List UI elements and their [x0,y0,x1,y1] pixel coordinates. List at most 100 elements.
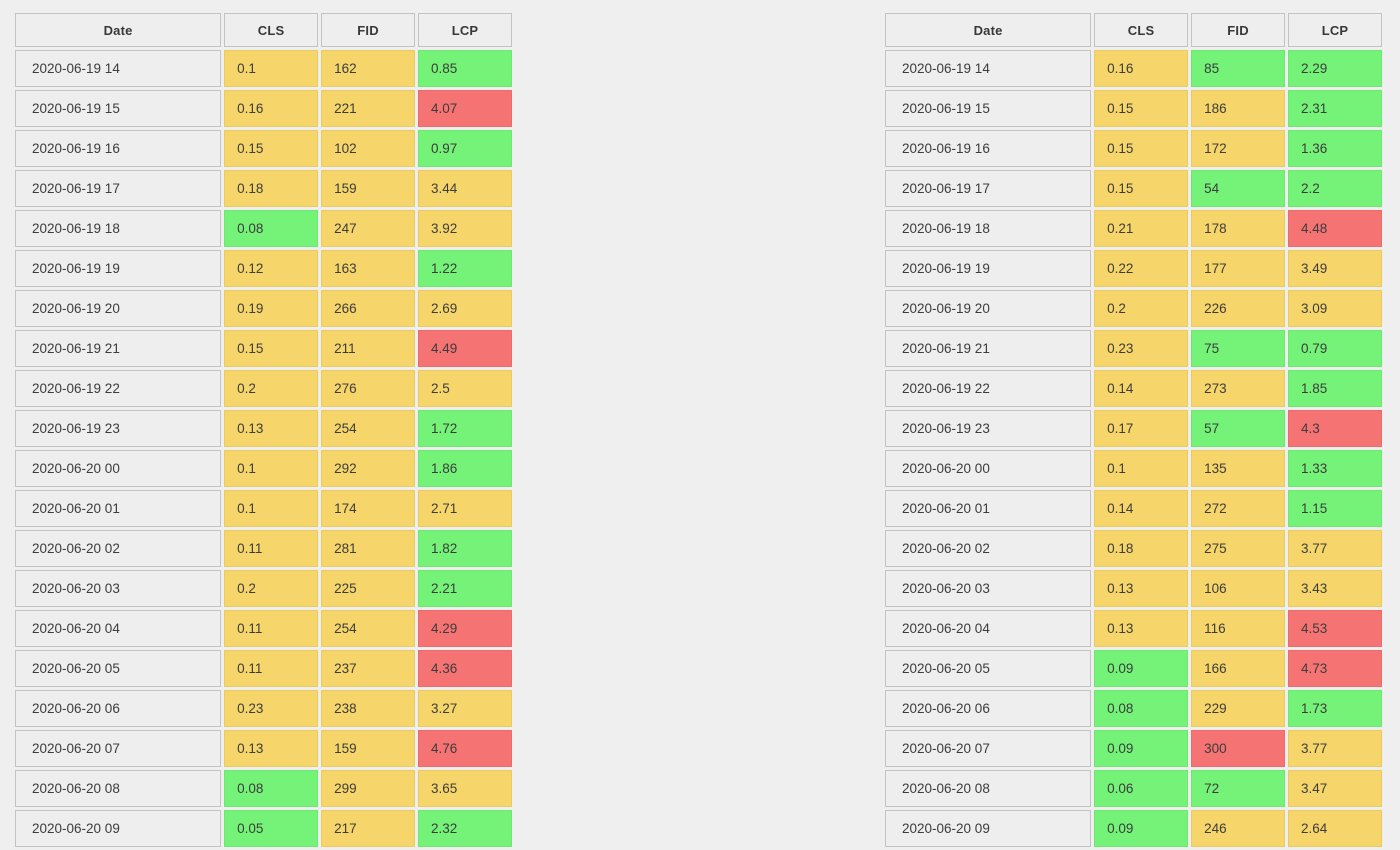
column-header-lcp: LCP [1288,13,1382,47]
cls-value-cell: 0.11 [224,650,319,687]
table-row: 2020-06-19 14 0.1 162 0.85 [15,50,512,87]
cls-value-cell: 0.18 [224,170,319,207]
date-cell: 2020-06-20 02 [15,530,222,567]
date-cell: 2020-06-19 20 [885,290,1092,327]
lcp-value-cell: 4.73 [1288,650,1382,687]
column-header-date: Date [15,13,222,47]
lcp-value-cell: 0.85 [418,50,512,87]
fid-value-cell: 57 [1191,410,1286,447]
fid-value-cell: 226 [1191,290,1286,327]
cls-value-cell: 0.21 [1094,210,1189,247]
fid-value-cell: 72 [1191,770,1286,807]
lcp-value-cell: 1.33 [1288,450,1382,487]
web-vitals-table-left: Date CLS FID LCP 2020-06-19 14 0.1 162 0.85 202… [12,10,515,850]
table-row: 2020-06-19 15 0.16 221 4.07 [15,90,512,127]
table-row: 2020-06-20 07 0.09 300 3.77 [885,730,1382,767]
date-cell: 2020-06-19 23 [15,410,222,447]
table-row: 2020-06-19 14 0.16 85 2.29 [885,50,1382,87]
table-header: Date CLS FID LCP [885,13,1382,47]
fid-value-cell: 299 [321,770,416,807]
fid-value-cell: 292 [321,450,416,487]
table-row: 2020-06-20 06 0.08 229 1.73 [885,690,1382,727]
cls-value-cell: 0.09 [1094,650,1189,687]
table-row: 2020-06-19 16 0.15 102 0.97 [15,130,512,167]
date-cell: 2020-06-19 21 [15,330,222,367]
header-row: Date CLS FID LCP [885,13,1382,47]
date-cell: 2020-06-20 05 [885,650,1092,687]
table-row: 2020-06-19 21 0.15 211 4.49 [15,330,512,367]
cls-value-cell: 0.18 [1094,530,1189,567]
date-cell: 2020-06-19 18 [15,210,222,247]
fid-value-cell: 186 [1191,90,1286,127]
date-cell: 2020-06-19 19 [885,250,1092,287]
lcp-value-cell: 2.29 [1288,50,1382,87]
date-cell: 2020-06-19 18 [885,210,1092,247]
cls-value-cell: 0.08 [224,770,319,807]
cls-value-cell: 0.15 [224,330,319,367]
cls-value-cell: 0.1 [1094,450,1189,487]
fid-value-cell: 273 [1191,370,1286,407]
date-cell: 2020-06-20 06 [885,690,1092,727]
cls-value-cell: 0.19 [224,290,319,327]
table-row: 2020-06-20 05 0.09 166 4.73 [885,650,1382,687]
table-row: 2020-06-19 18 0.08 247 3.92 [15,210,512,247]
table-row: 2020-06-20 03 0.13 106 3.43 [885,570,1382,607]
fid-value-cell: 174 [321,490,416,527]
lcp-value-cell: 3.65 [418,770,512,807]
date-cell: 2020-06-19 14 [885,50,1092,87]
date-cell: 2020-06-19 17 [885,170,1092,207]
lcp-value-cell: 0.97 [418,130,512,167]
column-header-lcp: LCP [418,13,512,47]
table-row: 2020-06-20 07 0.13 159 4.76 [15,730,512,767]
cls-value-cell: 0.23 [1094,330,1189,367]
table-row: 2020-06-20 09 0.05 217 2.32 [15,810,512,847]
table-body: 2020-06-19 14 0.1 162 0.85 2020-06-19 15 0.16… [15,50,512,847]
fid-value-cell: 163 [321,250,416,287]
lcp-value-cell: 3.09 [1288,290,1382,327]
lcp-value-cell: 2.31 [1288,90,1382,127]
table-row: 2020-06-20 08 0.06 72 3.47 [885,770,1382,807]
table-row: 2020-06-19 23 0.17 57 4.3 [885,410,1382,447]
fid-value-cell: 211 [321,330,416,367]
date-cell: 2020-06-20 05 [15,650,222,687]
lcp-value-cell: 1.72 [418,410,512,447]
fid-value-cell: 166 [1191,650,1286,687]
table-row: 2020-06-20 09 0.09 246 2.64 [885,810,1382,847]
lcp-value-cell: 4.76 [418,730,512,767]
table-body: 2020-06-19 14 0.16 85 2.29 2020-06-19 15 0.15… [885,50,1382,847]
cls-value-cell: 0.14 [1094,490,1189,527]
lcp-value-cell: 2.5 [418,370,512,407]
column-header-fid: FID [321,13,416,47]
fid-value-cell: 159 [321,730,416,767]
cls-value-cell: 0.09 [1094,730,1189,767]
lcp-value-cell: 1.82 [418,530,512,567]
web-vitals-table-right: Date CLS FID LCP 2020-06-19 14 0.16 85 2.29 202… [882,10,1385,850]
date-cell: 2020-06-20 00 [15,450,222,487]
table-row: 2020-06-20 03 0.2 225 2.21 [15,570,512,607]
date-cell: 2020-06-20 03 [15,570,222,607]
fid-value-cell: 275 [1191,530,1286,567]
lcp-value-cell: 3.49 [1288,250,1382,287]
date-cell: 2020-06-19 23 [885,410,1092,447]
fid-value-cell: 238 [321,690,416,727]
table-row: 2020-06-19 21 0.23 75 0.79 [885,330,1382,367]
fid-value-cell: 276 [321,370,416,407]
cls-value-cell: 0.17 [1094,410,1189,447]
date-cell: 2020-06-20 00 [885,450,1092,487]
cls-value-cell: 0.15 [1094,90,1189,127]
fid-value-cell: 300 [1191,730,1286,767]
date-cell: 2020-06-20 01 [15,490,222,527]
lcp-value-cell: 1.22 [418,250,512,287]
date-cell: 2020-06-19 22 [15,370,222,407]
table-row: 2020-06-19 23 0.13 254 1.72 [15,410,512,447]
table-row: 2020-06-19 20 0.2 226 3.09 [885,290,1382,327]
lcp-value-cell: 4.49 [418,330,512,367]
lcp-value-cell: 4.53 [1288,610,1382,647]
cls-value-cell: 0.12 [224,250,319,287]
table-header: Date CLS FID LCP [15,13,512,47]
column-header-cls: CLS [224,13,319,47]
cls-value-cell: 0.1 [224,450,319,487]
cls-value-cell: 0.11 [224,610,319,647]
date-cell: 2020-06-20 04 [15,610,222,647]
